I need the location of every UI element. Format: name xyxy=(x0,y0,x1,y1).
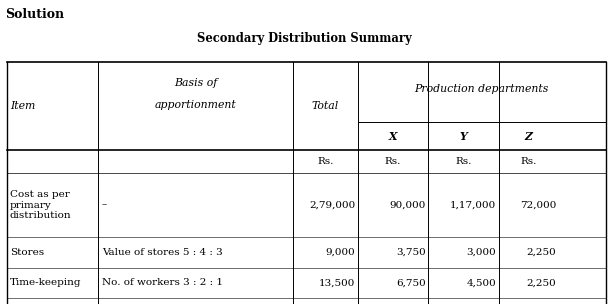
Text: 1,17,000: 1,17,000 xyxy=(450,201,496,210)
Text: 3,750: 3,750 xyxy=(396,248,426,257)
Text: Value of stores 5 : 4 : 3: Value of stores 5 : 4 : 3 xyxy=(102,248,223,257)
Text: Production departments: Production departments xyxy=(415,84,549,94)
Text: Stores: Stores xyxy=(10,248,44,257)
Text: Rs.: Rs. xyxy=(456,157,471,166)
Text: Rs.: Rs. xyxy=(385,157,401,166)
Text: 9,000: 9,000 xyxy=(325,248,355,257)
Text: 3,000: 3,000 xyxy=(466,248,496,257)
Text: Cost as per
primary
distribution: Cost as per primary distribution xyxy=(10,190,71,220)
Text: No. of workers 3 : 2 : 1: No. of workers 3 : 2 : 1 xyxy=(102,278,223,287)
Text: Basis of: Basis of xyxy=(174,78,217,88)
Text: Secondary Distribution Summary: Secondary Distribution Summary xyxy=(197,32,412,45)
Text: Time-keeping: Time-keeping xyxy=(10,278,81,287)
Text: Y: Y xyxy=(460,130,467,142)
Text: 72,000: 72,000 xyxy=(520,201,556,210)
Text: 2,250: 2,250 xyxy=(526,248,556,257)
Text: 90,000: 90,000 xyxy=(389,201,426,210)
Text: 2,250: 2,250 xyxy=(526,278,556,287)
Text: 2,79,000: 2,79,000 xyxy=(309,201,355,210)
Text: apportionment: apportionment xyxy=(155,100,236,110)
Text: Total: Total xyxy=(312,102,339,111)
Text: 13,500: 13,500 xyxy=(319,278,355,287)
Text: Item: Item xyxy=(10,102,35,111)
Text: Z: Z xyxy=(525,130,533,142)
Text: X: X xyxy=(389,130,397,142)
Text: 4,500: 4,500 xyxy=(466,278,496,287)
Text: Rs.: Rs. xyxy=(521,157,537,166)
Text: Rs.: Rs. xyxy=(317,157,333,166)
Text: –: – xyxy=(102,201,107,210)
Text: 6,750: 6,750 xyxy=(396,278,426,287)
Text: Solution: Solution xyxy=(5,8,64,21)
